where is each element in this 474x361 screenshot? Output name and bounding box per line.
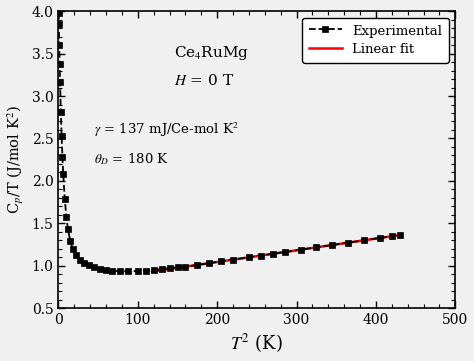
Experimental — [86, 263, 91, 267]
Experimental — [58, 109, 64, 114]
Experimental — [56, 10, 62, 15]
Experimental — [346, 240, 351, 245]
X-axis label: $T^2$ (K): $T^2$ (K) — [230, 333, 283, 356]
Experimental — [64, 215, 69, 219]
Linear fit — [150, 269, 156, 274]
Experimental — [126, 269, 131, 274]
Experimental — [246, 255, 252, 260]
Experimental — [77, 257, 83, 262]
Experimental — [314, 245, 319, 249]
Experimental — [159, 267, 164, 271]
Experimental — [56, 22, 62, 26]
Text: $\theta_D$ = 180 K: $\theta_D$ = 180 K — [94, 151, 169, 166]
Experimental — [59, 134, 64, 139]
Experimental — [361, 238, 367, 243]
Experimental — [60, 171, 66, 176]
Text: $\gamma$ = 137 mJ/Ce-mol K$^2$: $\gamma$ = 137 mJ/Ce-mol K$^2$ — [94, 121, 239, 139]
Experimental — [109, 269, 115, 273]
Experimental — [91, 265, 97, 269]
Experimental — [97, 267, 102, 271]
Experimental — [397, 233, 402, 237]
Experimental — [70, 247, 75, 251]
Y-axis label: C$_p$/T (J/mol K$^2$): C$_p$/T (J/mol K$^2$) — [6, 105, 26, 214]
Experimental — [135, 269, 141, 273]
Experimental — [194, 263, 200, 267]
Experimental — [377, 236, 383, 240]
Experimental — [103, 268, 109, 272]
Line: Linear fit: Linear fit — [152, 235, 400, 271]
Linear fit — [149, 269, 155, 274]
Experimental — [182, 265, 188, 269]
Experimental — [389, 234, 395, 238]
Experimental — [167, 266, 173, 270]
Experimental — [81, 260, 87, 265]
Experimental — [62, 197, 68, 201]
Experimental — [329, 243, 335, 247]
Experimental — [57, 79, 63, 84]
Experimental — [151, 268, 156, 272]
Experimental — [67, 239, 73, 244]
Experimental — [206, 261, 212, 265]
Legend: Experimental, Linear fit: Experimental, Linear fit — [302, 18, 449, 63]
Experimental — [56, 43, 62, 47]
Linear fit — [301, 247, 307, 251]
Linear fit — [374, 236, 379, 241]
Experimental — [258, 253, 264, 258]
Experimental — [219, 259, 224, 264]
Experimental — [230, 257, 236, 262]
Experimental — [65, 227, 71, 231]
Experimental — [118, 269, 123, 273]
Text: Ce$_4$RuMg: Ce$_4$RuMg — [173, 44, 249, 62]
Experimental — [270, 252, 275, 256]
Experimental — [174, 265, 180, 269]
Experimental — [73, 253, 79, 257]
Experimental — [143, 268, 149, 273]
Experimental — [60, 155, 65, 159]
Linear fit — [397, 233, 402, 237]
Experimental — [282, 250, 288, 254]
Experimental — [57, 62, 63, 66]
Experimental — [298, 248, 303, 252]
Line: Experimental: Experimental — [55, 10, 403, 274]
Linear fit — [296, 248, 301, 252]
Text: $H$ = 0 T: $H$ = 0 T — [173, 74, 234, 88]
Linear fit — [358, 239, 364, 243]
Linear fit — [297, 248, 302, 252]
